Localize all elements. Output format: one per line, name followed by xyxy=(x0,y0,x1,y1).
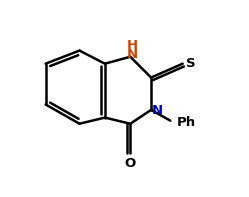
Text: Ph: Ph xyxy=(177,116,196,129)
Text: N: N xyxy=(152,104,163,117)
Text: N: N xyxy=(126,48,137,61)
Text: O: O xyxy=(125,156,136,169)
Text: H: H xyxy=(126,39,137,52)
Text: S: S xyxy=(186,57,195,70)
